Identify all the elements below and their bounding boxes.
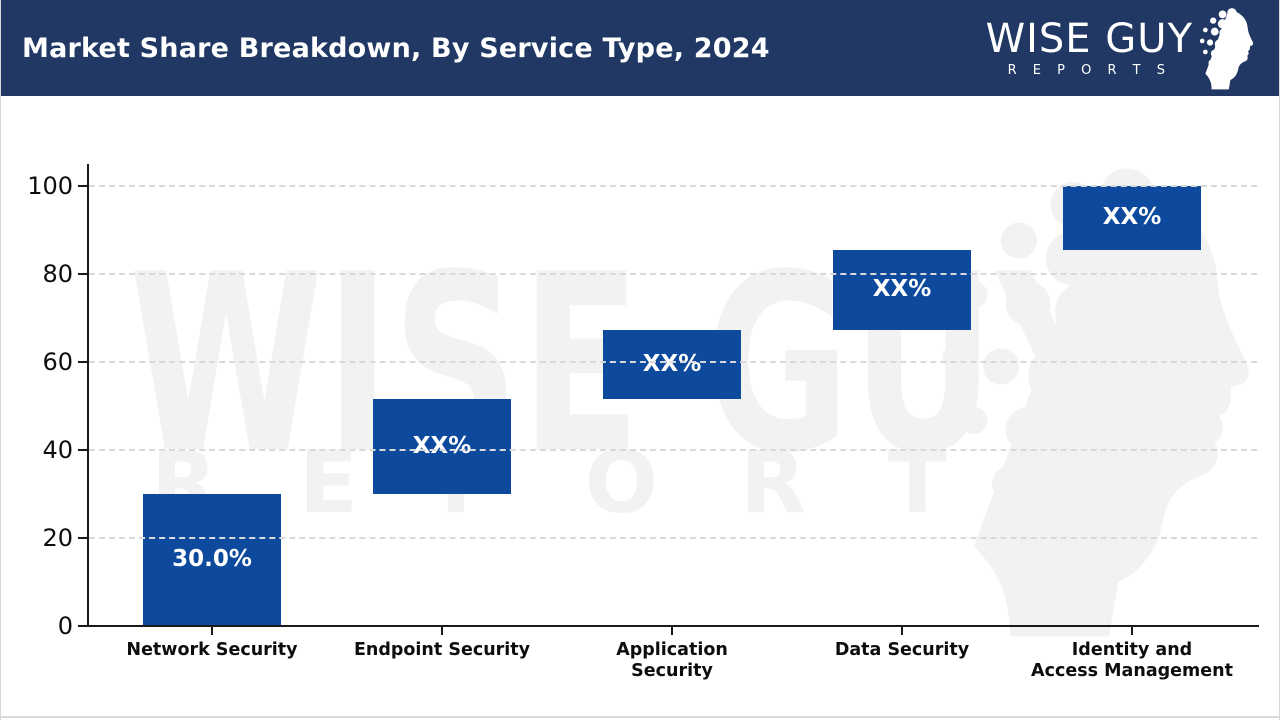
watermark-reports: R E P O R T S [151, 433, 1117, 533]
bar-value-label: XX% [872, 275, 932, 302]
bar-value-label: XX% [1102, 203, 1162, 230]
y-tick-label-100: 100 [27, 172, 73, 200]
gridline-20 [89, 537, 1257, 539]
x-tick-2 [671, 627, 673, 635]
wiseguy-logo-text: WISE GUY R E P O R T S [986, 19, 1193, 78]
y-tick-60 [78, 361, 87, 363]
x-category-label: Identity and Access Management [1031, 640, 1233, 681]
x-tick-3 [901, 627, 903, 635]
bar-value-label: XX% [412, 432, 472, 459]
y-tick-80 [78, 273, 87, 275]
y-tick-40 [78, 449, 87, 451]
x-category-label: Application Security [616, 640, 728, 681]
x-category-label: Data Security [834, 640, 970, 660]
logo-name: WISE GUY [985, 15, 1193, 62]
y-tick-100 [78, 185, 87, 187]
x-tick-1 [441, 627, 443, 635]
y-tick-20 [78, 537, 87, 539]
bar-value-label: XX% [642, 350, 702, 377]
bar-value-label: 30.0% [172, 545, 252, 572]
bar-endpoint-security: XX% [373, 399, 511, 494]
y-tick-label-40: 40 [42, 436, 73, 464]
x-axis-line [83, 625, 1259, 627]
y-tick-label-0: 0 [57, 612, 73, 640]
wiseguy-logo: WISE GUY R E P O R T S [986, 5, 1263, 91]
y-tick-label-60: 60 [42, 348, 73, 376]
y-axis-line [87, 164, 89, 627]
page-title: Market Share Breakdown, By Service Type,… [22, 32, 770, 64]
logo-subtitle: R E P O R T S [1007, 62, 1171, 78]
bar-data-security: XX% [833, 249, 971, 330]
x-tick-4 [1131, 627, 1133, 635]
gridline-80 [89, 273, 1257, 275]
gridline-100 [89, 185, 1257, 187]
y-tick-0 [78, 625, 87, 627]
y-tick-label-80: 80 [42, 260, 73, 288]
chart-bottom-border [1, 716, 1279, 718]
bar-application-security: XX% [603, 329, 741, 400]
y-tick-label-20: 20 [42, 524, 73, 552]
bar-network-security: 30.0% [143, 494, 281, 626]
x-category-label: Endpoint Security [353, 640, 531, 660]
x-category-label: Network Security [126, 640, 298, 660]
bar-identity-and-access-management: XX% [1063, 186, 1201, 250]
x-tick-0 [211, 627, 213, 635]
gridline-60 [89, 361, 1257, 363]
header: Market Share Breakdown, By Service Type,… [1, 0, 1279, 96]
gridline-40 [89, 449, 1257, 451]
watermark-head-icon [839, 148, 1280, 648]
